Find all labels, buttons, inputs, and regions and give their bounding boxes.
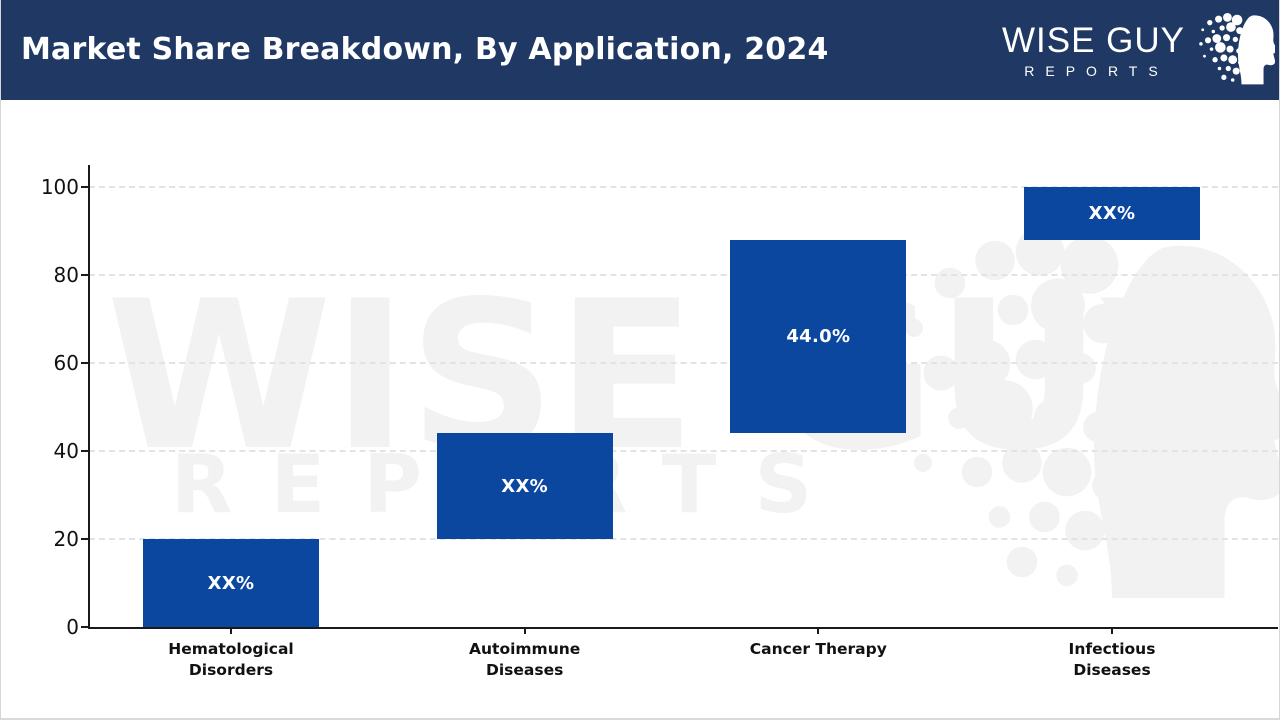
x-tick-mark (230, 627, 232, 634)
y-tick-mark (81, 538, 89, 540)
gridline (89, 186, 1278, 188)
bar-autoimmune-diseases: XX% (436, 433, 613, 539)
x-tick-mark (1111, 627, 1113, 634)
category-label: Autoimmune Diseases (469, 640, 581, 679)
y-tick-mark (81, 362, 89, 364)
chart-area: WISE GUY REPORTS XX%XX%44.0%XX% 02040608… (1, 100, 1279, 718)
page-title: Market Share Breakdown, By Application, … (21, 32, 829, 67)
bar-value-label: XX% (1088, 202, 1136, 224)
y-tick-label: 20 (53, 527, 79, 551)
y-tick-mark (81, 186, 89, 188)
y-axis (88, 165, 90, 629)
y-tick-label: 80 (53, 263, 79, 287)
header: Market Share Breakdown, By Application, … (1, 0, 1279, 100)
category-label: Infectious Diseases (1068, 640, 1156, 679)
x-tick-mark (523, 627, 526, 634)
y-tick-label: 40 (53, 439, 79, 463)
brand-face-icon (1199, 12, 1275, 85)
axis-labels: 0 20 40 60 80 100 Hematological Disorders Autoim… (1, 100, 1279, 718)
x-tick-mark (817, 627, 820, 634)
gridline (89, 450, 1278, 452)
y-tick-label: 0 (66, 615, 79, 639)
brand-logo: WISE GUY REPORTS (1002, 6, 1275, 94)
bars: XX% XX% 44.0% XX% (1, 100, 1279, 718)
bar-value-label: XX% (207, 572, 255, 594)
bar-value-label: 44.0% (786, 326, 851, 348)
bar-value-label: XX% (501, 475, 548, 497)
y-tick-mark (81, 274, 89, 276)
gridline (89, 274, 1278, 276)
gridline (89, 362, 1278, 364)
x-axis (88, 627, 1278, 629)
category-label: Hematological Disorders (168, 640, 294, 679)
bar-infectious-diseases: XX% (1024, 187, 1200, 240)
y-tick-mark (81, 626, 89, 628)
bar-hematological-disorders: XX% (143, 539, 319, 627)
bar-cancer-therapy: 44.0% (730, 239, 907, 434)
brand-text: WISE GUY REPORTS (1001, 20, 1185, 79)
brand-tagline: REPORTS (1024, 62, 1169, 79)
brand-name: WISE GUY (1001, 20, 1185, 60)
gridlines (1, 100, 1279, 718)
gridline (89, 538, 1278, 540)
y-tick-label: 100 (40, 175, 79, 199)
category-label: Cancer Therapy (749, 640, 887, 658)
y-tick-mark (81, 450, 89, 452)
watermark-face (894, 227, 1279, 598)
axes (1, 100, 1279, 718)
y-tick-label: 60 (53, 351, 79, 375)
